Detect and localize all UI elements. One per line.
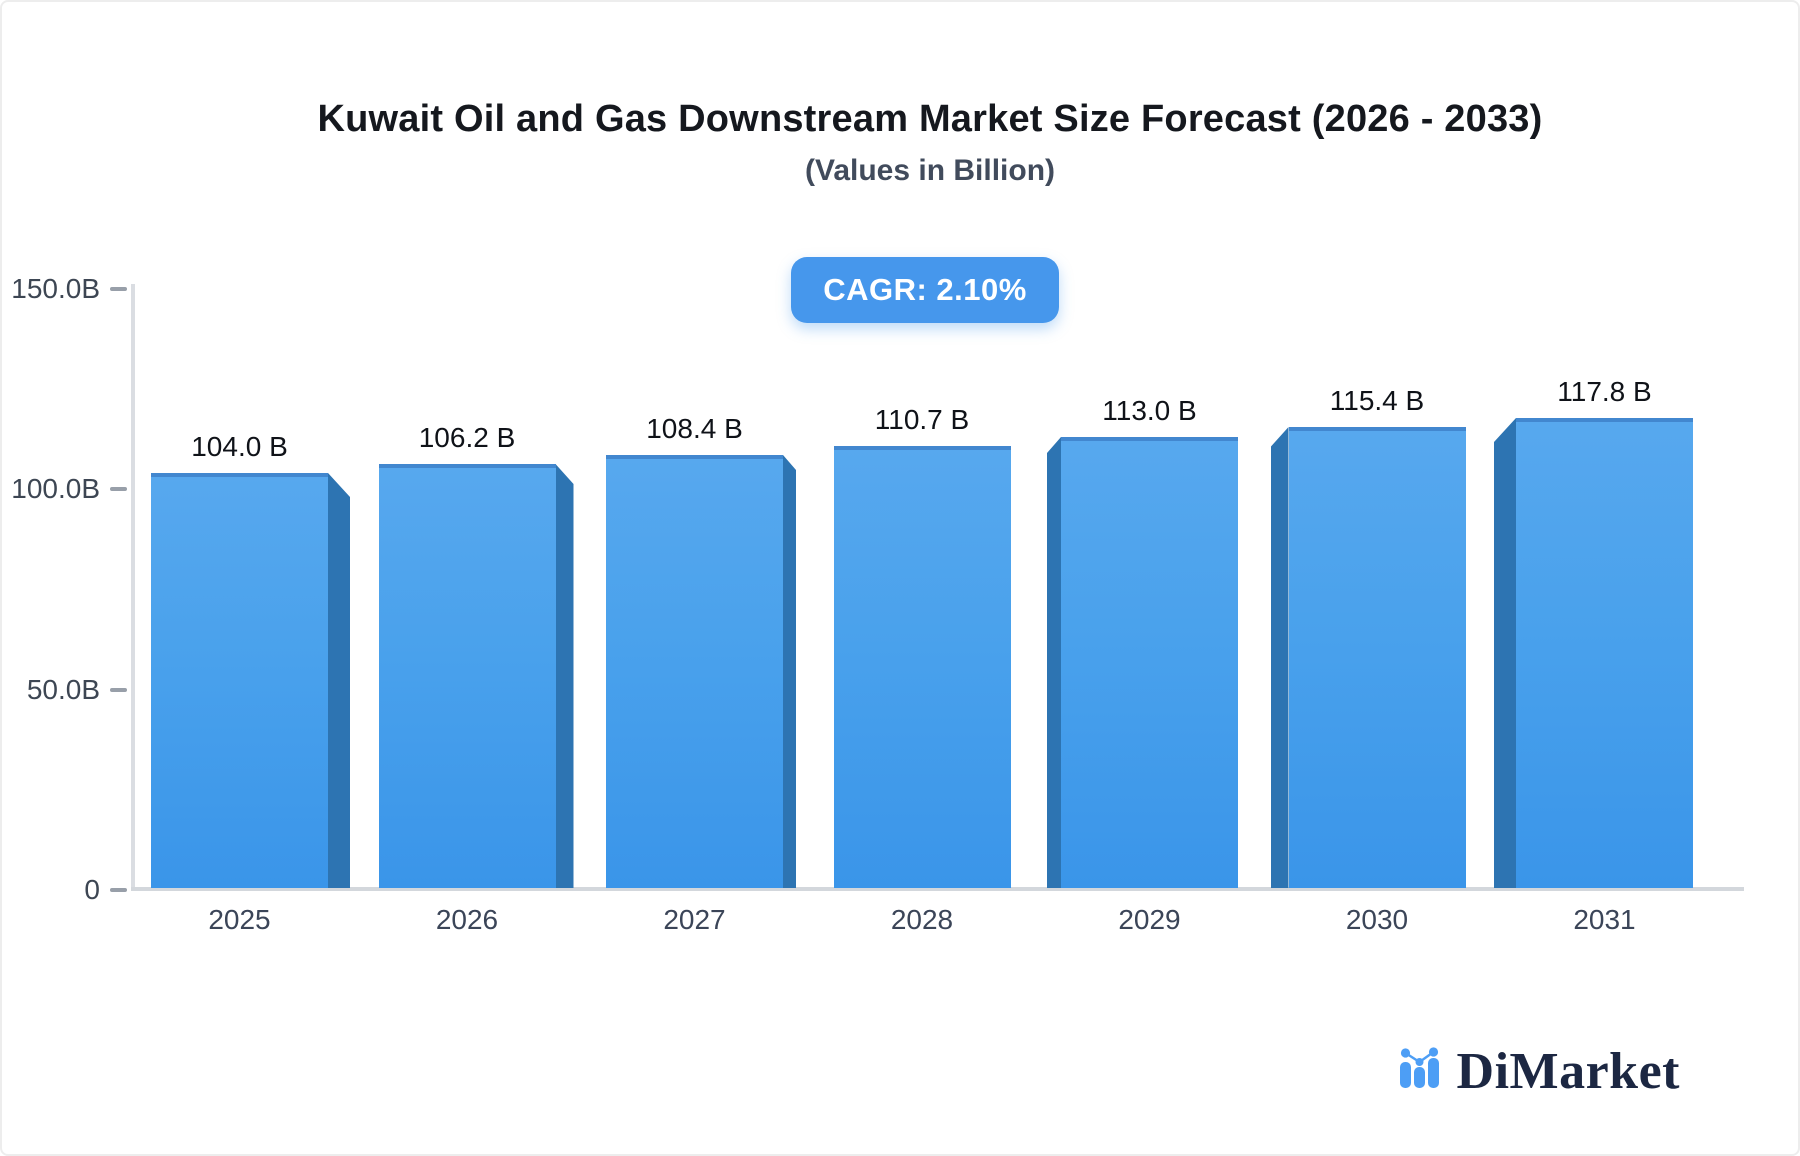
bar-2026 xyxy=(378,464,556,888)
y-axis-tick-label: 150.0B xyxy=(11,273,100,304)
x-axis-baseline xyxy=(131,887,1744,891)
dimarket-logo: DiMarket xyxy=(1399,1045,1680,1098)
dimarket-logo-text: DiMarket xyxy=(1456,1043,1680,1100)
bar-2028 xyxy=(833,446,1011,888)
y-axis-line xyxy=(131,284,135,891)
bar-value-label-2028: 110.7 B xyxy=(874,404,970,435)
bar-value-label-2031: 117.8 B xyxy=(1557,376,1652,407)
x-axis-tick-label-2025: 2025 xyxy=(208,904,271,935)
bar-2027 xyxy=(606,455,783,888)
bar-2030 xyxy=(1288,427,1466,888)
bar-2031 xyxy=(1516,418,1693,888)
bar-3d-side-2025 xyxy=(328,473,350,888)
bar-3d-side-2027 xyxy=(783,455,796,888)
bar-value-label-2025: 104.0 B xyxy=(191,431,288,462)
y-axis-tick-label: 50.0B xyxy=(26,674,100,705)
bar-3d-side-2031 xyxy=(1494,418,1516,888)
chart-title: Kuwait Oil and Gas Downstream Market Siz… xyxy=(317,98,1543,140)
x-axis-tick-label-2029: 2029 xyxy=(1118,904,1181,935)
y-axis-tick-mark xyxy=(110,688,127,692)
x-axis-tick-label-2026: 2026 xyxy=(435,904,499,935)
y-axis-tick-label: 100.0B xyxy=(11,473,100,504)
y-axis-tick-label: 0 xyxy=(84,874,100,905)
bar-3d-side-2029 xyxy=(1047,437,1061,888)
x-axis-tick-label-2028: 2028 xyxy=(890,904,954,935)
x-axis-tick-label-2030: 2030 xyxy=(1345,904,1409,935)
chart-header: Kuwait Oil and Gas Downstream Market Siz… xyxy=(62,96,1798,188)
bar-value-label-2027: 108.4 B xyxy=(646,413,743,444)
bar-2029 xyxy=(1061,437,1238,888)
bar-3d-side-2026 xyxy=(555,464,574,888)
bar-3d-side-2030 xyxy=(1270,427,1289,888)
bar-2025 xyxy=(151,473,328,888)
y-axis-tick-mark xyxy=(110,287,127,291)
bar-value-label-2026: 106.2 B xyxy=(418,422,516,453)
y-axis-tick-mark xyxy=(110,888,127,892)
chart-subtitle: (Values in Billion) xyxy=(804,154,1056,187)
bar-value-label-2029: 113.0 B xyxy=(1102,395,1197,426)
cagr-badge-label: CAGR: 2.10% xyxy=(823,272,1027,307)
mini-bar-chart-icon xyxy=(1399,1047,1439,1088)
x-axis-tick-label-2027: 2027 xyxy=(663,904,726,935)
x-axis-tick-label-2031: 2031 xyxy=(1573,904,1636,935)
bar-value-label-2030: 115.4 B xyxy=(1329,385,1425,416)
cagr-badge: CAGR: 2.10% xyxy=(791,257,1059,323)
y-axis-tick-mark xyxy=(110,487,127,491)
